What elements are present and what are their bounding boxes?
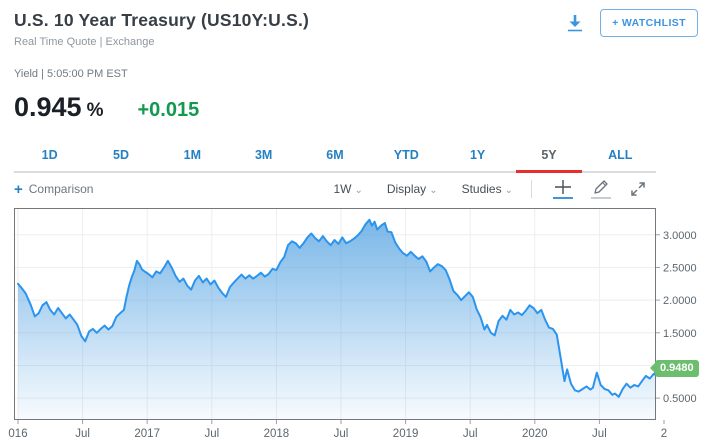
x-axis-label: 016 — [8, 428, 27, 440]
add-watchlist-button[interactable]: + WATCHLIST — [600, 9, 698, 37]
chart-toolbar: + Comparison 1W ⌄ Display ⌄ Studies ⌄ — [14, 177, 656, 201]
y-axis-label: 2.5000 — [663, 262, 697, 274]
last-price-badge: 0.9480 — [650, 359, 699, 377]
x-axis-label: Jul — [204, 428, 219, 440]
y-axis-label: 1.5000 — [663, 328, 697, 340]
x-axis-label: 2018 — [264, 428, 290, 440]
interval-dropdown[interactable]: 1W ⌄ — [333, 182, 362, 196]
price-row: 0.945 % +0.015 — [14, 92, 199, 123]
tab-all[interactable]: ALL — [608, 148, 633, 162]
plus-icon: + — [14, 180, 23, 198]
y-axis-label: 2.0000 — [663, 295, 697, 307]
quote-time-label: Yield | 5:05:00 PM EST — [14, 68, 128, 80]
chevron-down-icon: ⌄ — [504, 185, 513, 196]
yield-area-fill — [18, 219, 655, 420]
display-dropdown[interactable]: Display ⌄ — [387, 182, 438, 196]
chevron-down-icon: ⌄ — [429, 185, 438, 196]
price-chart-canvas[interactable]: 016 Jul 2017 Jul 2018 Jul 2019 Jul 2020 Jul 2 3.000… — [0, 200, 710, 446]
tab-1d[interactable]: 1D — [41, 148, 58, 162]
toolbar-divider — [531, 180, 532, 198]
x-axis-label: Jul — [463, 428, 478, 440]
header-actions: + WATCHLIST — [562, 9, 698, 37]
studies-label: Studies — [461, 182, 502, 196]
tab-1y[interactable]: 1Y — [469, 148, 486, 162]
price-change: +0.015 — [137, 99, 200, 121]
tab-3m[interactable]: 3M — [254, 148, 273, 162]
download-icon — [568, 15, 583, 32]
display-label: Display — [386, 182, 427, 196]
expand-icon — [631, 182, 645, 196]
quote-source: Real Time Quote | Exchange — [14, 36, 155, 48]
pencil-icon — [594, 180, 608, 194]
tab-1m[interactable]: 1M — [183, 148, 201, 162]
tab-5d[interactable]: 5D — [113, 148, 129, 162]
x-axis-label: Jul — [75, 428, 90, 440]
x-axis-label: 2 — [661, 428, 667, 440]
interval-label: 1W — [333, 182, 352, 196]
crosshair-icon — [555, 180, 571, 194]
price-unit: % — [86, 100, 104, 121]
x-axis-label: Jul — [334, 428, 349, 440]
x-axis-label: 2020 — [522, 428, 548, 440]
draw-tool-button[interactable] — [587, 178, 615, 200]
tool-underline — [591, 197, 611, 199]
comparison-button[interactable]: + Comparison — [14, 182, 93, 197]
tab-ytd[interactable]: YTD — [393, 148, 419, 162]
range-tabs: 1D 5D 1M 3M 6M YTD 1Y 5Y ALL — [14, 146, 656, 173]
fullscreen-button[interactable] — [625, 179, 651, 199]
page-title: U.S. 10 Year Treasury (US10Y:U.S.) — [14, 10, 310, 30]
chevron-down-icon: ⌄ — [354, 185, 363, 196]
studies-dropdown[interactable]: Studies ⌄ — [462, 182, 513, 196]
yield-line-series — [17, 218, 656, 398]
x-axis-label: 2019 — [393, 428, 419, 440]
price-value: 0.945 — [14, 92, 82, 122]
tab-6m[interactable]: 6M — [326, 148, 344, 162]
tab-5y[interactable]: 5Y — [513, 146, 584, 173]
y-axis-label: 3.0000 — [663, 230, 697, 242]
active-tool-underline — [553, 197, 573, 199]
crosshair-tool-button[interactable] — [549, 178, 577, 200]
x-axis-label: 2017 — [134, 428, 160, 440]
comparison-label: Comparison — [28, 182, 94, 196]
download-button[interactable] — [562, 10, 588, 36]
plot-border — [14, 208, 656, 420]
x-axis-label: Jul — [592, 428, 607, 440]
toolbar-right: 1W ⌄ Display ⌄ Studies ⌄ — [309, 178, 656, 200]
y-axis-label: 0.5000 — [663, 393, 697, 405]
